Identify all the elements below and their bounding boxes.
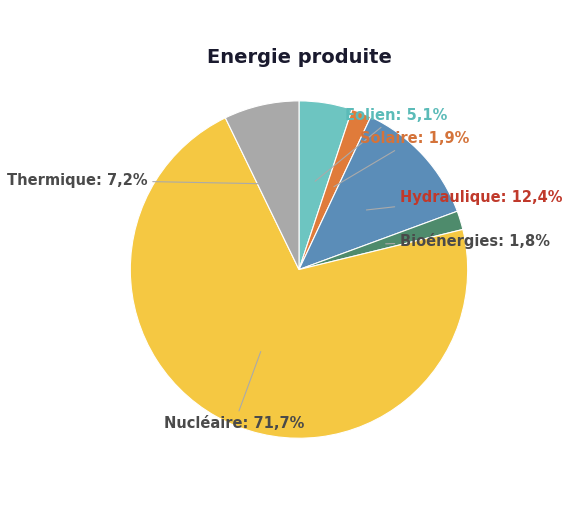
- Wedge shape: [130, 118, 468, 438]
- Text: Hydraulique: 12,4%: Hydraulique: 12,4%: [366, 190, 563, 210]
- Wedge shape: [299, 101, 352, 269]
- Wedge shape: [299, 211, 463, 269]
- Wedge shape: [299, 117, 457, 269]
- Text: Thermique: 7,2%: Thermique: 7,2%: [7, 173, 277, 187]
- Wedge shape: [299, 110, 371, 269]
- Wedge shape: [225, 101, 299, 269]
- Text: Eolien: 5,1%: Eolien: 5,1%: [315, 108, 447, 181]
- Text: Solaire: 1,9%: Solaire: 1,9%: [334, 131, 469, 186]
- Text: Nucléaire: 71,7%: Nucléaire: 71,7%: [164, 352, 304, 431]
- Title: Energie produite: Energie produite: [207, 48, 391, 67]
- Text: Bioénergies: 1,8%: Bioénergies: 1,8%: [386, 233, 550, 249]
